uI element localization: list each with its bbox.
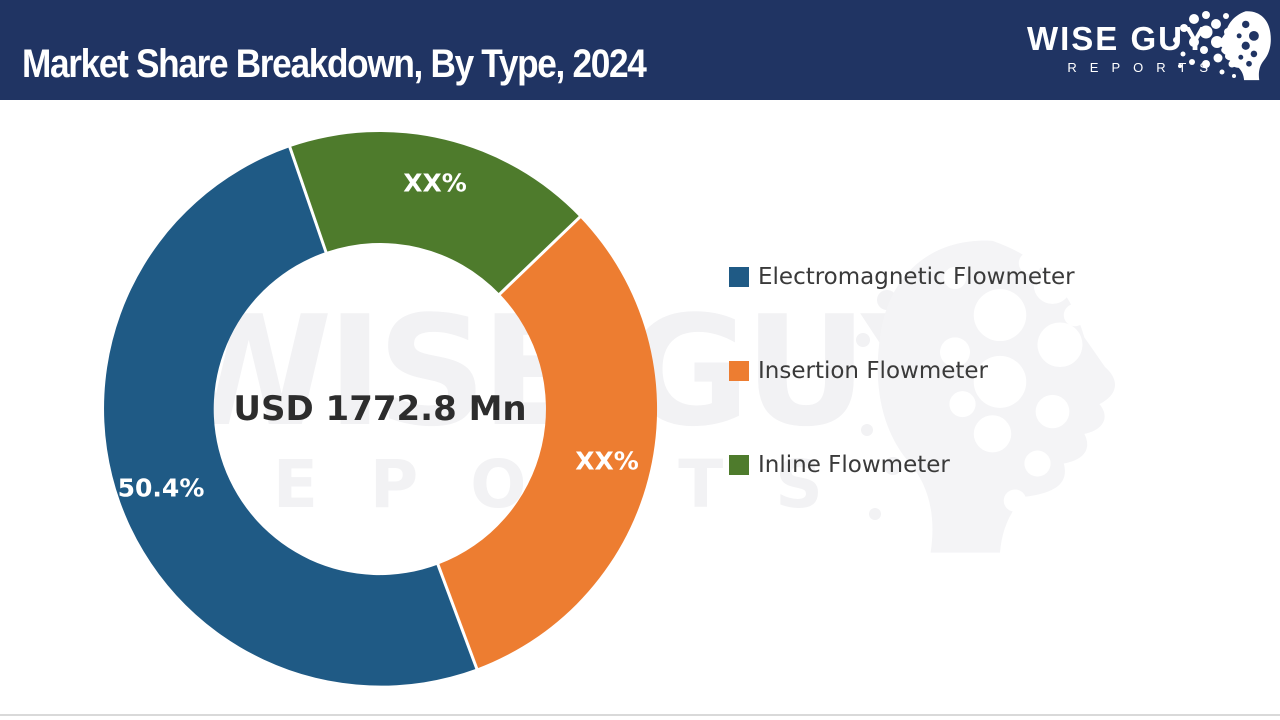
legend-swatch-green	[729, 455, 749, 475]
bottom-divider	[0, 714, 1280, 716]
donut-segment-insertion-flowmeter	[438, 217, 658, 669]
legend-swatch-blue	[729, 267, 749, 287]
segment-separator	[435, 562, 479, 671]
donut-segment-inline-flowmeter	[289, 131, 580, 294]
wise-guy-reports-logo: WISE GUY REPORTS	[1027, 22, 1208, 74]
legend-label: Inline Flowmeter	[758, 452, 950, 478]
legend-item-inline-flowmeter: Inline Flowmeter	[729, 451, 950, 479]
legend-item-electromagnetic-flowmeter: Electromagnetic Flowmeter	[729, 263, 1075, 291]
legend-label: Insertion Flowmeter	[758, 358, 988, 384]
watermark-head-icon	[877, 240, 1115, 553]
segment-separator	[288, 145, 329, 255]
segment-label-inline-flowmeter: XX%	[403, 168, 467, 198]
legend-label: Electromagnetic Flowmeter	[758, 264, 1075, 290]
segment-label-electromagnetic-flowmeter: 50.4%	[117, 473, 205, 503]
donut-segment-electromagnetic-flowmeter	[104, 147, 477, 686]
header-bar: Market Share Breakdown, By Type, 2024 WI…	[0, 0, 1280, 100]
logo-head-icon	[1173, 11, 1271, 81]
segment-label-insertion-flowmeter: XX%	[575, 446, 639, 476]
chart-center-value: USD 1772.8 Mn	[233, 389, 527, 429]
watermark-reports: REPORTS	[170, 446, 875, 523]
legend-item-insertion-flowmeter: Insertion Flowmeter	[729, 357, 988, 385]
segment-separator	[497, 215, 582, 297]
page-title: Market Share Breakdown, By Type, 2024	[22, 42, 647, 86]
logo-subtext: REPORTS	[1067, 60, 1221, 75]
legend-swatch-orange	[729, 361, 749, 381]
